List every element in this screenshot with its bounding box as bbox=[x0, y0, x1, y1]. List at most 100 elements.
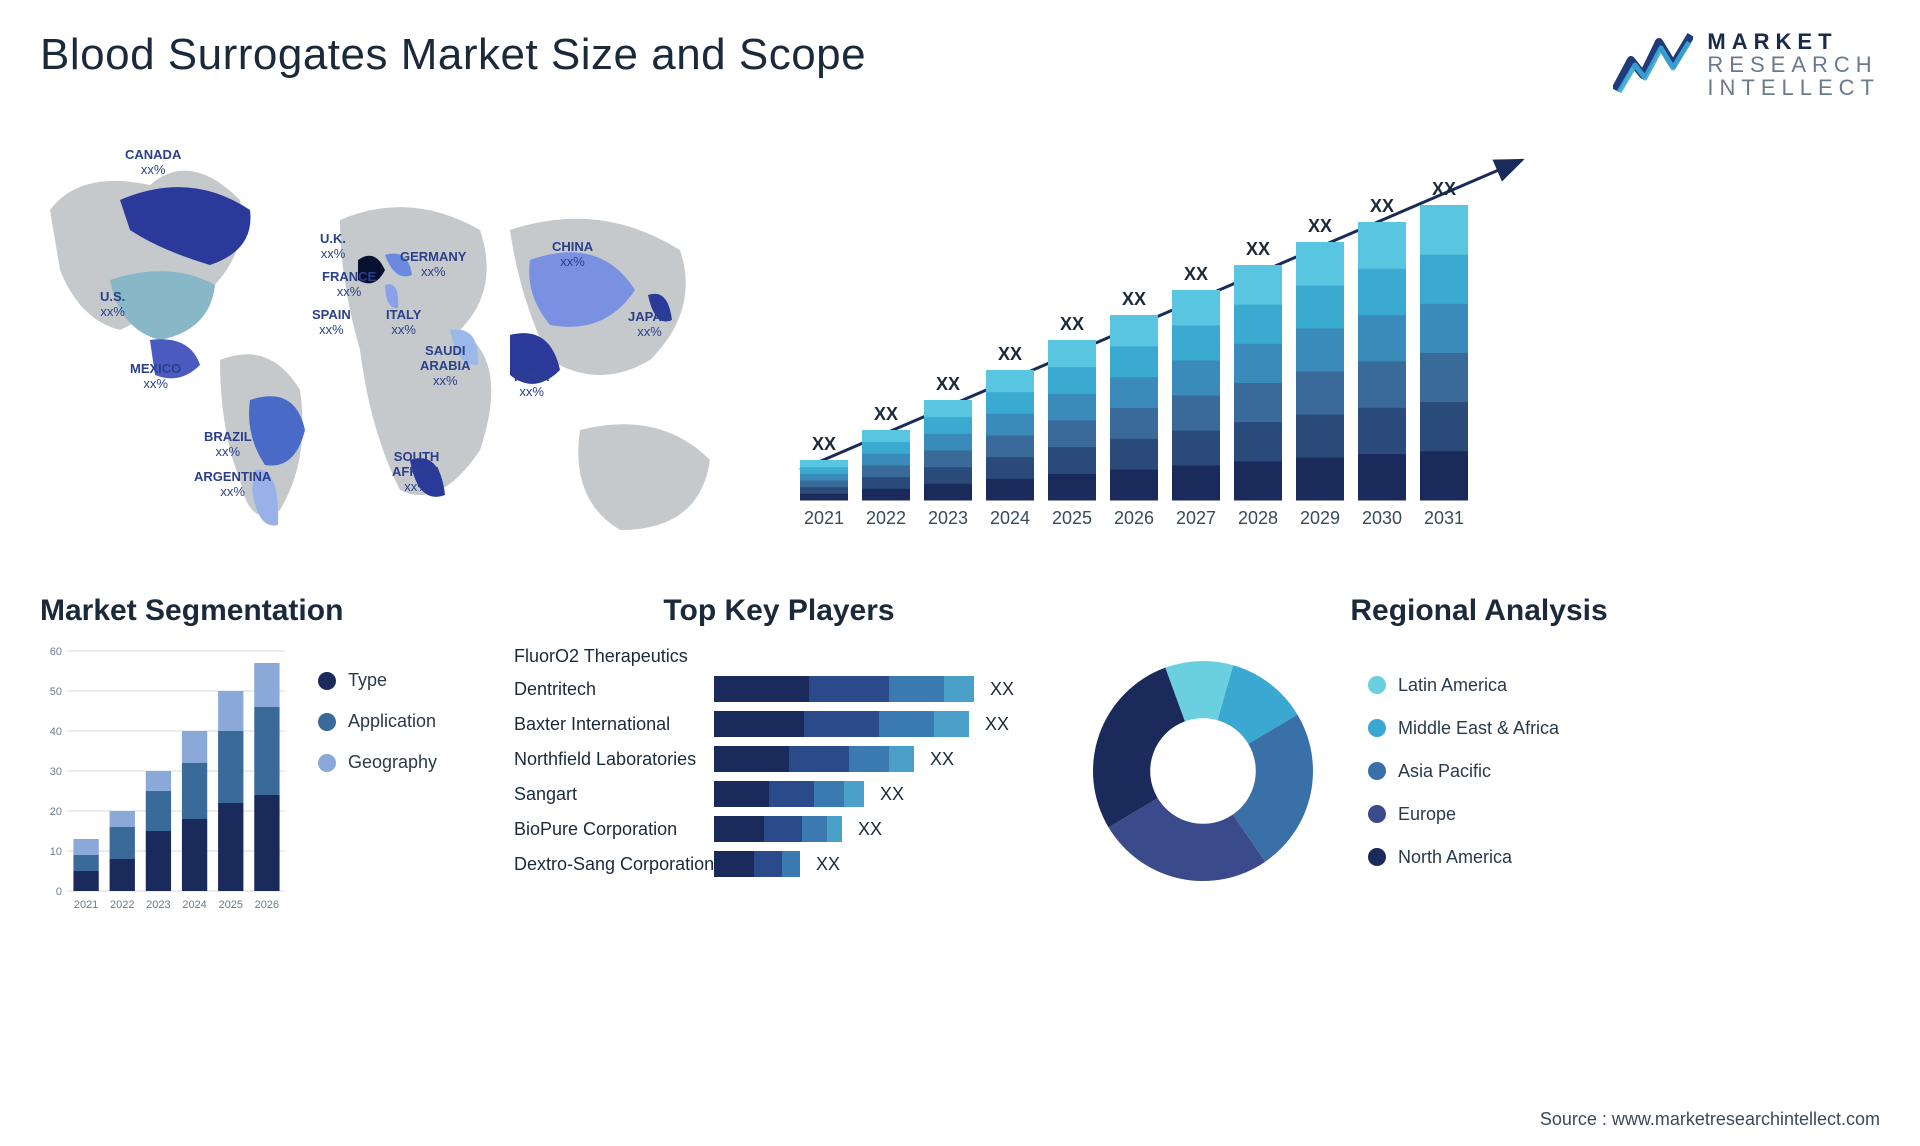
segmentation-legend: Type Application Geography bbox=[318, 646, 437, 916]
svg-text:60: 60 bbox=[50, 646, 62, 658]
svg-text:2023: 2023 bbox=[146, 899, 170, 911]
key-player-name: Dextro-Sang Corporation bbox=[514, 854, 704, 875]
key-player-row: Sangart XX bbox=[514, 781, 1044, 807]
legend-item: Asia Pacific bbox=[1368, 761, 1559, 782]
map-label: FRANCExx% bbox=[322, 270, 376, 300]
key-player-bar bbox=[714, 676, 974, 702]
svg-text:2022: 2022 bbox=[110, 899, 134, 911]
key-player-value: XX bbox=[816, 854, 840, 875]
svg-text:50: 50 bbox=[50, 686, 62, 698]
svg-text:2021: 2021 bbox=[804, 508, 844, 528]
map-label: ITALYxx% bbox=[386, 308, 421, 338]
key-player-bar bbox=[714, 781, 864, 807]
regional-panel: Regional Analysis Latin America Middle Ea… bbox=[1078, 594, 1880, 916]
key-player-name: Baxter International bbox=[514, 714, 704, 735]
key-player-row: Northfield Laboratories XX bbox=[514, 746, 1044, 772]
key-player-bar bbox=[714, 816, 842, 842]
key-player-bar bbox=[714, 746, 914, 772]
logo-line3: INTELLECT bbox=[1707, 76, 1880, 99]
map-label: CHINAxx% bbox=[552, 240, 593, 270]
logo-mark-icon bbox=[1613, 30, 1693, 100]
svg-text:0: 0 bbox=[56, 886, 62, 898]
segmentation-title: Market Segmentation bbox=[40, 594, 480, 628]
key-player-value: XX bbox=[985, 714, 1009, 735]
key-player-value: XX bbox=[880, 784, 904, 805]
legend-item: Europe bbox=[1368, 804, 1559, 825]
svg-text:10: 10 bbox=[50, 846, 62, 858]
legend-item: Geography bbox=[318, 752, 437, 773]
key-player-row: BioPure Corporation XX bbox=[514, 816, 1044, 842]
svg-text:30: 30 bbox=[50, 766, 62, 778]
svg-text:XX: XX bbox=[1370, 196, 1394, 216]
regional-legend: Latin America Middle East & Africa Asia Pa… bbox=[1368, 675, 1559, 868]
legend-item: Type bbox=[318, 670, 437, 691]
map-label: BRAZILxx% bbox=[204, 430, 252, 460]
regional-title: Regional Analysis bbox=[1078, 594, 1880, 628]
svg-text:2029: 2029 bbox=[1300, 508, 1340, 528]
svg-text:2030: 2030 bbox=[1362, 508, 1402, 528]
world-map: CANADAxx% U.S.xx% MEXICOxx% BRAZILxx% ARGENT… bbox=[40, 130, 730, 550]
svg-text:2026: 2026 bbox=[1114, 508, 1154, 528]
key-players-title: Top Key Players bbox=[514, 594, 1044, 628]
map-label: GERMANYxx% bbox=[400, 250, 466, 280]
key-player-value: XX bbox=[990, 679, 1014, 700]
svg-text:2025: 2025 bbox=[219, 899, 243, 911]
svg-text:XX: XX bbox=[1308, 216, 1332, 236]
svg-text:XX: XX bbox=[936, 374, 960, 394]
map-label: MEXICOxx% bbox=[130, 362, 181, 392]
key-player-value: XX bbox=[930, 749, 954, 770]
svg-text:XX: XX bbox=[874, 404, 898, 424]
segmentation-panel: Market Segmentation 0 10 20 30 40 50 60 2021 202… bbox=[40, 594, 480, 916]
segmentation-chart: 0102030405060202120222023202420252026 bbox=[40, 646, 290, 916]
legend-item: North America bbox=[1368, 847, 1559, 868]
legend-item: Latin America bbox=[1368, 675, 1559, 696]
key-player-name: BioPure Corporation bbox=[514, 819, 704, 840]
key-player-bar bbox=[714, 851, 800, 877]
growth-chart: XX 2021 XX 2022 XX 2023 XX 2024 XX 2025 XX 2026 XX 20… bbox=[760, 130, 1880, 550]
svg-text:2027: 2027 bbox=[1176, 508, 1216, 528]
svg-text:2021: 2021 bbox=[74, 899, 98, 911]
map-label: U.S.xx% bbox=[100, 290, 125, 320]
logo-line2: RESEARCH bbox=[1707, 53, 1880, 76]
svg-text:20: 20 bbox=[50, 806, 62, 818]
key-player-name: FluorO2 Therapeutics bbox=[514, 646, 704, 667]
source-attribution: Source : www.marketresearchintellect.com bbox=[1540, 1109, 1880, 1130]
key-player-name: Sangart bbox=[514, 784, 704, 805]
map-label: INDIAxx% bbox=[514, 370, 549, 400]
map-label: SAUDIARABIAxx% bbox=[420, 344, 471, 389]
map-label: ARGENTINAxx% bbox=[194, 470, 271, 500]
map-label: U.K.xx% bbox=[320, 232, 346, 262]
key-player-name: Northfield Laboratories bbox=[514, 749, 704, 770]
key-player-name: Dentritech bbox=[514, 679, 704, 700]
key-player-row: Dentritech XX bbox=[514, 676, 1044, 702]
svg-text:XX: XX bbox=[1432, 179, 1456, 199]
svg-text:XX: XX bbox=[998, 344, 1022, 364]
svg-text:2022: 2022 bbox=[866, 508, 906, 528]
map-label: JAPANxx% bbox=[628, 310, 671, 340]
legend-item: Middle East & Africa bbox=[1368, 718, 1559, 739]
svg-text:2023: 2023 bbox=[928, 508, 968, 528]
svg-text:40: 40 bbox=[50, 726, 62, 738]
page-title: Blood Surrogates Market Size and Scope bbox=[40, 30, 866, 80]
key-player-row: FluorO2 Therapeutics bbox=[514, 646, 1044, 667]
logo-line1: MARKET bbox=[1707, 30, 1880, 53]
svg-text:XX: XX bbox=[1122, 289, 1146, 309]
map-label: SOUTHAFRICAxx% bbox=[392, 450, 441, 495]
svg-text:XX: XX bbox=[1184, 264, 1208, 284]
regional-donut bbox=[1078, 646, 1328, 896]
key-player-bar bbox=[714, 711, 969, 737]
key-player-row: Baxter International XX bbox=[514, 711, 1044, 737]
brand-logo: MARKET RESEARCH INTELLECT bbox=[1613, 30, 1880, 100]
svg-text:XX: XX bbox=[1246, 239, 1270, 259]
svg-text:XX: XX bbox=[812, 434, 836, 454]
svg-text:2025: 2025 bbox=[1052, 508, 1092, 528]
legend-item: Application bbox=[318, 711, 437, 732]
map-label: SPAINxx% bbox=[312, 308, 351, 338]
key-player-value: XX bbox=[858, 819, 882, 840]
map-label: CANADAxx% bbox=[125, 148, 181, 178]
svg-text:2024: 2024 bbox=[182, 899, 206, 911]
svg-text:2024: 2024 bbox=[990, 508, 1030, 528]
svg-text:2028: 2028 bbox=[1238, 508, 1278, 528]
svg-text:XX: XX bbox=[1060, 314, 1084, 334]
key-player-row: Dextro-Sang Corporation XX bbox=[514, 851, 1044, 877]
